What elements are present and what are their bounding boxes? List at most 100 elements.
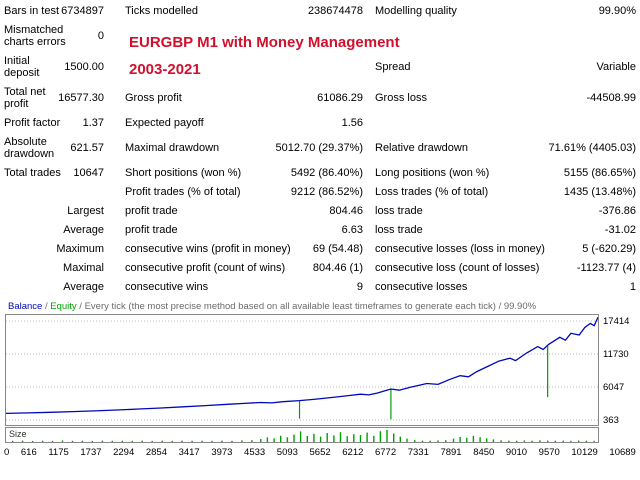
size-bar (91, 440, 94, 442)
stat-value: 238674478 (307, 5, 363, 17)
x-tick-label: 1737 (80, 447, 102, 458)
stat-value: 1 (629, 281, 636, 293)
stat-value: 1500.00 (64, 61, 104, 73)
stat-label: consecutive losses (loss in money) (375, 243, 545, 255)
size-bar (531, 440, 533, 442)
stat-value: 804.46 (329, 205, 363, 217)
stat-value: Average (63, 224, 104, 236)
size-bar (429, 440, 431, 442)
stat-label: Ticks modelled (125, 5, 198, 17)
size-bar (273, 438, 275, 442)
stat-value: 69 (54.48) (312, 243, 363, 255)
size-bar (61, 440, 64, 442)
x-tick-label: 5093 (276, 447, 298, 458)
size-bar (161, 440, 163, 442)
balance-chart-section: Balance / Equity / Every tick (the most … (0, 300, 640, 472)
size-bar (141, 440, 143, 442)
size-subchart: Size (5, 427, 599, 443)
stat-label: Total trades (4, 167, 61, 179)
size-bar (593, 440, 595, 442)
stat-value: 5155 (86.65%) (563, 167, 636, 179)
stat-label: loss trade (375, 224, 423, 236)
stat-value: 10647 (73, 167, 104, 179)
size-bar (452, 438, 455, 442)
stat-label: Gross profit (125, 92, 182, 104)
size-bar (51, 440, 54, 442)
stat-label: profit trade (125, 205, 178, 217)
stat-value: 5012.70 (29.37%) (275, 142, 363, 154)
size-bar (121, 440, 123, 442)
size-bar (366, 432, 368, 442)
size-bar (333, 435, 335, 442)
x-axis-labels: 0 616 1175 1737 2294 2854 3417 3973 4533 5093 5652… (4, 447, 636, 458)
size-bar (260, 439, 262, 442)
stat-value: 5492 (86.40%) (290, 167, 363, 179)
size-bar (111, 440, 113, 442)
legend-separator: / (76, 301, 85, 312)
size-bar (466, 437, 468, 442)
stat-value: 1.56 (341, 117, 363, 129)
size-bar (266, 437, 269, 442)
stats-row: Total trades 10647 Short positions (won %)… (0, 167, 640, 179)
report-title-line2: 2003-2021 (129, 61, 201, 78)
size-bar (515, 440, 518, 442)
x-tick-label: 4533 (244, 447, 266, 458)
y-tick-label: 6047 (603, 381, 625, 393)
size-bar (101, 440, 104, 442)
balance-graph (5, 314, 599, 426)
size-bar (201, 440, 203, 442)
stat-value: Maximum (56, 243, 104, 255)
x-tick-label: 3973 (211, 447, 233, 458)
x-tick-label: 1175 (48, 447, 69, 458)
stat-value: 804.46 (1) (312, 262, 363, 274)
size-bar (81, 440, 84, 442)
equity-legend-label: Equity (50, 301, 77, 312)
size-bar (479, 437, 481, 442)
size-bar (585, 440, 588, 442)
stat-label: Short positions (won %) (125, 167, 242, 179)
size-bar (280, 435, 282, 442)
size-bar (421, 440, 424, 442)
balance-legend-label: Balance (8, 301, 43, 312)
size-bar (578, 440, 580, 442)
size-bar (11, 440, 14, 442)
y-tick-label: 11730 (603, 349, 629, 360)
stat-label: Loss trades (% of total) (375, 186, 489, 198)
report-title-line1: EURGBP M1 with Money Management (129, 34, 400, 51)
size-bar (379, 431, 382, 442)
stat-value: 16577.30 (58, 92, 104, 104)
stats-row: Maximum consecutive wins (profit in money… (0, 243, 640, 255)
size-bar (339, 432, 342, 442)
size-bar (406, 438, 408, 442)
stat-label: Gross loss (375, 92, 427, 104)
x-tick-label: 616 (20, 447, 37, 458)
stats-row: Largest profit trade 804.46 loss trade -376.… (0, 205, 640, 217)
stats-table: Bars in test 6734897 Ticks modelled 2386744… (0, 5, 640, 293)
size-bar (326, 433, 328, 442)
x-tick-label: 9570 (538, 447, 560, 458)
size-label: Size (9, 429, 27, 439)
size-bar (359, 435, 362, 442)
size-bar (459, 437, 461, 442)
stat-value: Average (63, 281, 104, 293)
size-bar (306, 436, 308, 442)
stats-row: Mismatched charts errors 0 (0, 24, 640, 48)
stat-label: Profit trades (% of total) (125, 186, 241, 198)
x-tick-label: 7891 (440, 447, 462, 458)
size-bar (171, 440, 173, 442)
size-bar (131, 440, 133, 442)
size-bar (211, 440, 213, 442)
stats-row: Maximal consecutive profit (count of wins… (0, 262, 640, 274)
x-tick-label: 10129 (571, 447, 598, 458)
size-bar (486, 438, 488, 442)
stat-value: 1435 (13.48%) (563, 186, 636, 198)
size-bar (399, 436, 401, 442)
y-tick-label: 363 (603, 415, 619, 426)
balance-graph-canvas (6, 316, 598, 421)
stat-label: Long positions (won %) (375, 167, 490, 179)
size-subchart-canvas (11, 430, 595, 442)
stat-label: Relative drawdown (375, 142, 468, 154)
stat-value: 99.90% (598, 5, 636, 17)
x-tick-label: 10689 (609, 447, 636, 458)
stat-value: 71.61% (4405.03) (548, 142, 636, 154)
